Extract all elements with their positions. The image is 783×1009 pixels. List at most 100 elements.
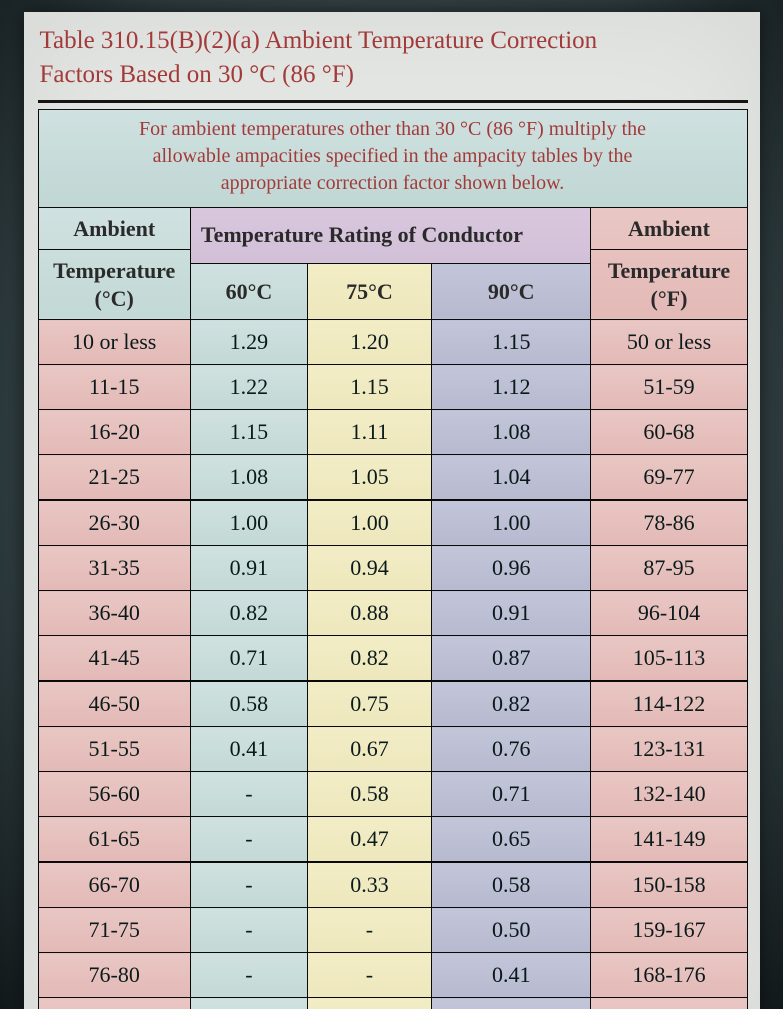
header-row-1: Ambient Temperature (°C) Temperature Rat… bbox=[38, 207, 747, 263]
cell-90c: 1.12 bbox=[431, 365, 591, 410]
cell-ambient-f-value: 177-185 bbox=[591, 998, 746, 1009]
cell-90c-value: 0.82 bbox=[432, 682, 591, 726]
cell-ambient-c: 26-30 bbox=[38, 500, 190, 546]
cell-75c-value: 0.67 bbox=[308, 727, 431, 771]
cell-60c-value: 1.29 bbox=[191, 320, 307, 364]
table-body: 10 or less1.291.201.1550 or less11-151.2… bbox=[38, 320, 747, 1009]
cell-75c-value: 0.94 bbox=[308, 546, 431, 590]
header-rating: Temperature Rating of Conductor bbox=[190, 207, 591, 263]
cell-ambient-c: 16-20 bbox=[38, 410, 190, 455]
note-line-1: For ambient temperatures other than 30 °… bbox=[139, 118, 646, 140]
cell-60c-value: 1.00 bbox=[191, 501, 307, 545]
cell-ambient-f: 150-158 bbox=[591, 862, 747, 908]
cell-ambient-f-value: 132-140 bbox=[591, 772, 746, 816]
cell-60c: 1.29 bbox=[190, 320, 307, 365]
cell-75c: - bbox=[307, 953, 431, 998]
cell-ambient-c: 76-80 bbox=[38, 953, 190, 998]
cell-ambient-c-value: 66-70 bbox=[39, 863, 190, 907]
cell-ambient-c-value: 76-80 bbox=[39, 953, 190, 997]
note-line-3: appropriate correction factor shown belo… bbox=[221, 172, 565, 194]
table-row: 16-201.151.111.0860-68 bbox=[38, 410, 747, 455]
cell-60c-value: 0.58 bbox=[191, 682, 307, 726]
table-row: 26-301.001.001.0078-86 bbox=[38, 500, 747, 546]
table-row: 36-400.820.880.9196-104 bbox=[38, 591, 747, 636]
cell-ambient-f: 177-185 bbox=[591, 998, 747, 1009]
cell-ambient-c: 71-75 bbox=[38, 908, 190, 953]
cell-ambient-f: 159-167 bbox=[591, 908, 747, 953]
cell-ambient-c: 51-55 bbox=[38, 727, 190, 772]
cell-ambient-f-value: 141-149 bbox=[591, 817, 746, 861]
cell-ambient-c-value: 10 or less bbox=[39, 320, 190, 364]
table-title: Table 310.15(B)(2)(a) Ambient Temperatur… bbox=[38, 22, 748, 100]
cell-ambient-f: 141-149 bbox=[591, 817, 747, 863]
cell-90c-value: 0.87 bbox=[432, 636, 591, 680]
cell-ambient-c-value: 46-50 bbox=[39, 682, 190, 726]
table-row: 80-85--0.29177-185 bbox=[38, 998, 747, 1009]
cell-ambient-c-value: 41-45 bbox=[39, 636, 190, 680]
cell-75c-value: - bbox=[308, 953, 431, 997]
cell-75c-value: 1.20 bbox=[308, 320, 431, 364]
cell-ambient-f: 69-77 bbox=[591, 455, 747, 501]
table-row: 46-500.580.750.82114-122 bbox=[38, 681, 747, 727]
cell-75c-value: 0.88 bbox=[308, 591, 431, 635]
screen: Table 310.15(B)(2)(a) Ambient Temperatur… bbox=[0, 0, 783, 1009]
cell-90c: 0.96 bbox=[431, 546, 591, 591]
cell-ambient-f-value: 50 or less bbox=[591, 320, 746, 364]
cell-ambient-f-value: 87-95 bbox=[591, 546, 746, 590]
cell-90c-value: 0.50 bbox=[432, 908, 591, 952]
cell-ambient-f: 168-176 bbox=[591, 953, 747, 998]
title-line-1: Table 310.15(B)(2)(a) Ambient Temperatur… bbox=[40, 27, 598, 54]
cell-ambient-f-value: 159-167 bbox=[591, 908, 746, 952]
cell-90c-value: 0.65 bbox=[432, 817, 591, 861]
cell-90c: 1.08 bbox=[431, 410, 591, 455]
cell-90c: 1.15 bbox=[431, 320, 591, 365]
cell-60c-value: - bbox=[191, 863, 307, 907]
cell-ambient-f: 51-59 bbox=[591, 365, 747, 410]
cell-90c-value: 0.41 bbox=[432, 953, 591, 997]
cell-60c: - bbox=[190, 862, 307, 908]
cell-ambient-f-value: 114-122 bbox=[591, 682, 746, 726]
cell-ambient-c-value: 56-60 bbox=[39, 772, 190, 816]
cell-90c-value: 0.76 bbox=[432, 727, 591, 771]
cell-ambient-c: 21-25 bbox=[38, 455, 190, 501]
cell-75c: - bbox=[307, 908, 431, 953]
cell-60c: - bbox=[190, 817, 307, 863]
cell-ambient-f-value: 96-104 bbox=[591, 591, 746, 635]
cell-ambient-c: 10 or less bbox=[38, 320, 190, 365]
cell-75c-value: 0.82 bbox=[308, 636, 431, 680]
header-ambient-f: Ambient Temperature (°F) bbox=[591, 207, 747, 320]
cell-75c: 0.75 bbox=[307, 681, 431, 727]
cell-ambient-f: 123-131 bbox=[591, 727, 747, 772]
header-75c: 75°C bbox=[307, 263, 431, 319]
cell-60c-value: 1.15 bbox=[191, 410, 307, 454]
cell-ambient-c-value: 61-65 bbox=[39, 817, 190, 861]
cell-75c: 1.11 bbox=[307, 410, 431, 455]
cell-ambient-f-value: 51-59 bbox=[591, 365, 746, 409]
cell-ambient-f-value: 168-176 bbox=[591, 953, 746, 997]
cell-60c: 0.91 bbox=[190, 546, 307, 591]
header-ambient-c-l2l3: Temperature (°C) bbox=[39, 249, 190, 319]
cell-75c: 1.20 bbox=[307, 320, 431, 365]
header-ambient-c: Ambient Temperature (°C) bbox=[38, 207, 190, 320]
header-60c: 60°C bbox=[190, 263, 307, 319]
cell-ambient-c-value: 80-85 bbox=[39, 998, 190, 1009]
cell-ambient-c-value: 11-15 bbox=[39, 365, 190, 409]
cell-75c: 0.67 bbox=[307, 727, 431, 772]
header-ambient-c-l1: Ambient bbox=[39, 208, 190, 250]
cell-90c: 0.65 bbox=[431, 817, 591, 863]
cell-90c-value: 1.08 bbox=[432, 410, 591, 454]
cell-ambient-c: 66-70 bbox=[38, 862, 190, 908]
cell-60c-value: 0.71 bbox=[191, 636, 307, 680]
cell-ambient-f: 114-122 bbox=[591, 681, 747, 727]
cell-ambient-c: 11-15 bbox=[38, 365, 190, 410]
cell-60c-value: 1.22 bbox=[191, 365, 307, 409]
cell-90c-value: 0.96 bbox=[432, 546, 591, 590]
cell-ambient-f-value: 123-131 bbox=[591, 727, 746, 771]
cell-60c: 0.41 bbox=[190, 727, 307, 772]
cell-ambient-f-value: 150-158 bbox=[591, 863, 746, 907]
cell-ambient-f: 78-86 bbox=[591, 500, 747, 546]
cell-75c: 1.15 bbox=[307, 365, 431, 410]
cell-60c: 1.00 bbox=[190, 500, 307, 546]
cell-90c: 1.00 bbox=[431, 500, 591, 546]
cell-ambient-f: 50 or less bbox=[591, 320, 747, 365]
